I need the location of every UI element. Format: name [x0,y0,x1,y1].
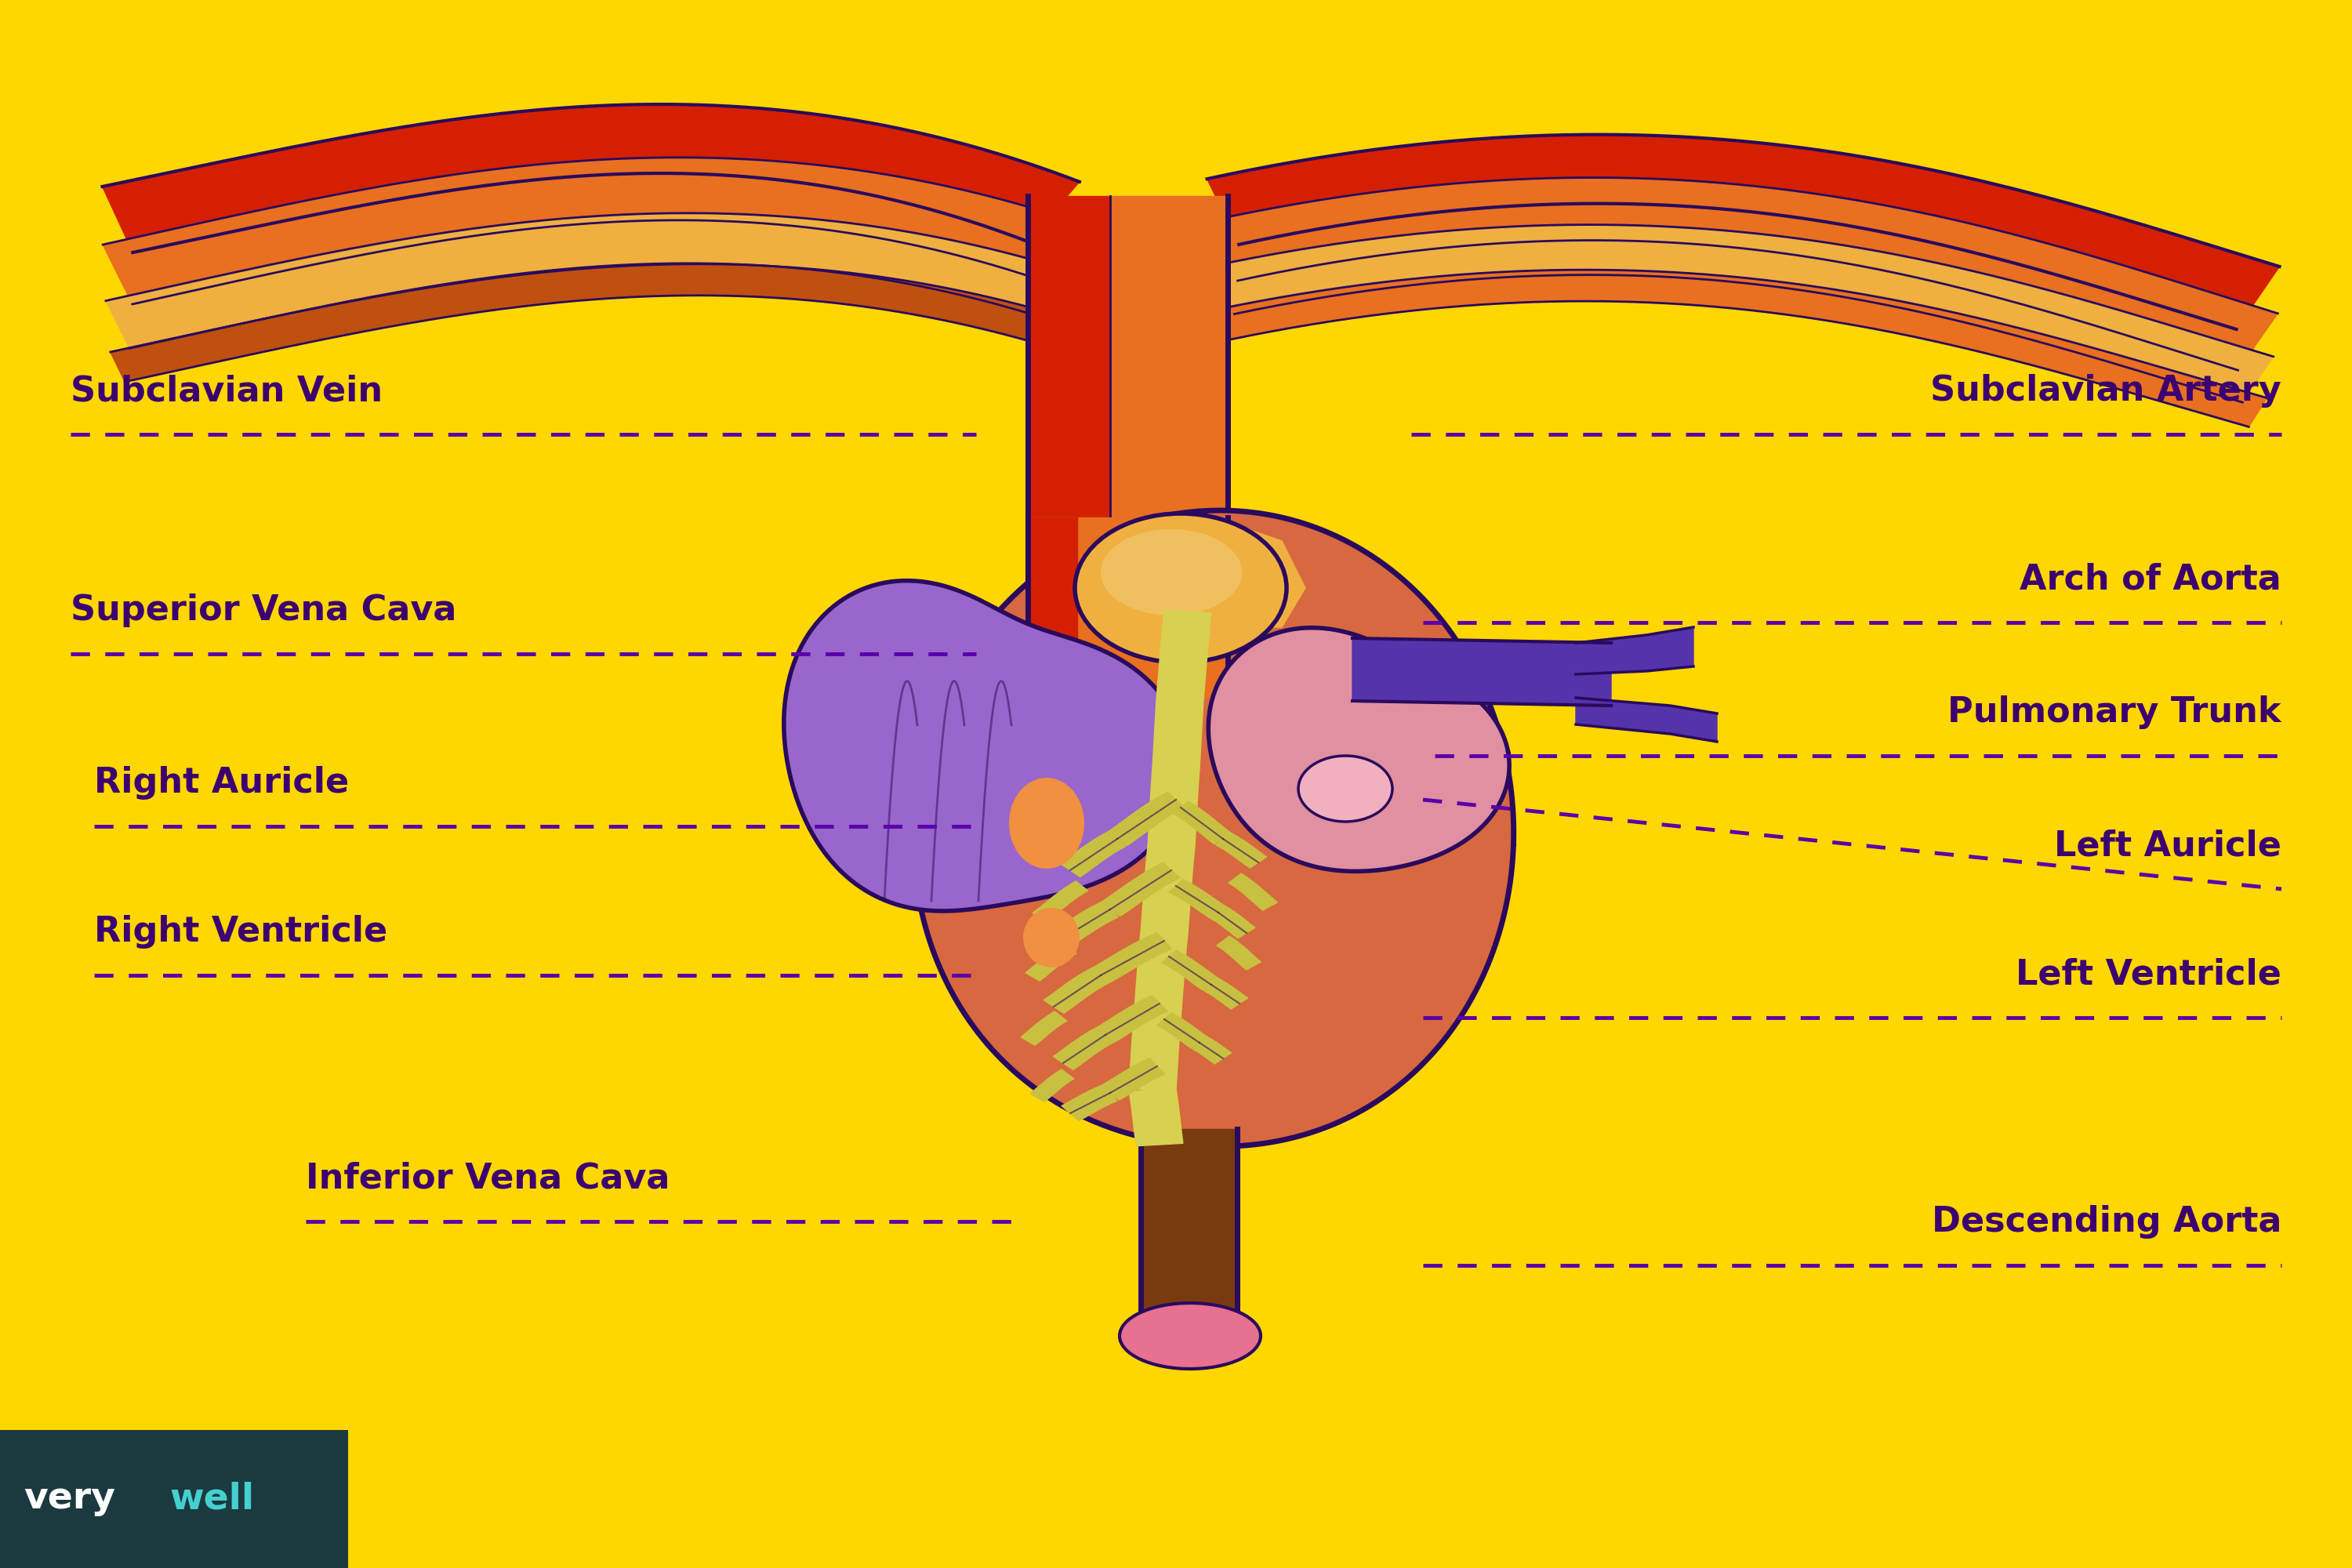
Polygon shape [1216,936,1261,971]
Ellipse shape [1101,530,1242,615]
Ellipse shape [1009,778,1084,869]
Text: Inferior Vena Cava: Inferior Vena Cava [306,1160,670,1195]
Polygon shape [783,580,1185,911]
Polygon shape [1101,862,1181,916]
Polygon shape [1157,1013,1209,1049]
Polygon shape [1129,1018,1181,1090]
Polygon shape [1174,801,1232,844]
Text: Subclavian Artery: Subclavian Artery [1931,373,2281,408]
Polygon shape [1228,873,1277,911]
Polygon shape [1216,270,2267,426]
Text: Right Ventricle: Right Ventricle [94,916,388,949]
Ellipse shape [1075,514,1287,662]
Polygon shape [1028,196,1110,698]
Polygon shape [1070,521,1305,627]
Polygon shape [1209,177,2277,370]
Text: Superior Vena Cava: Superior Vena Cava [71,593,456,627]
Text: Left Auricle: Left Auricle [2053,828,2281,862]
Ellipse shape [1023,908,1080,967]
Polygon shape [1207,135,2279,329]
Polygon shape [1211,224,2274,403]
Polygon shape [1192,1036,1232,1065]
Polygon shape [1152,688,1204,768]
Polygon shape [1054,1027,1115,1069]
Polygon shape [1576,698,1717,742]
Polygon shape [1576,627,1693,674]
Polygon shape [103,105,1080,252]
Polygon shape [1030,1069,1075,1102]
Polygon shape [1021,1011,1068,1046]
Polygon shape [1101,1058,1164,1101]
Polygon shape [106,213,1075,348]
Text: Left Ventricle: Left Ventricle [2016,956,2281,991]
Polygon shape [1049,902,1117,947]
Polygon shape [1169,880,1225,919]
Text: Descending Aorta: Descending Aorta [1931,1204,2281,1239]
Polygon shape [1061,1085,1117,1121]
Polygon shape [1110,204,1223,698]
Polygon shape [1134,931,1188,1021]
Polygon shape [1209,627,1510,872]
Polygon shape [1129,1088,1183,1146]
Text: Right Auricle: Right Auricle [94,765,348,800]
Text: Pulmonary Trunk: Pulmonary Trunk [1947,696,2281,729]
Text: very: very [24,1482,115,1516]
Polygon shape [1091,933,1171,983]
Polygon shape [1352,638,1611,706]
Text: Subclavian Vein: Subclavian Vein [71,373,383,408]
Text: well: well [169,1482,254,1516]
Polygon shape [1096,996,1167,1043]
Polygon shape [1216,833,1268,869]
Polygon shape [1157,610,1211,691]
Polygon shape [1108,792,1185,845]
Ellipse shape [1298,756,1392,822]
Polygon shape [1028,204,1110,698]
Ellipse shape [1120,1303,1261,1369]
Polygon shape [1033,881,1089,922]
Polygon shape [1025,944,1077,982]
Polygon shape [111,263,1068,383]
Polygon shape [1044,967,1110,1013]
Polygon shape [103,157,1080,304]
Polygon shape [913,511,1515,1146]
Polygon shape [1204,978,1249,1010]
Polygon shape [1162,950,1221,991]
Polygon shape [1211,906,1256,938]
Polygon shape [1028,517,1228,698]
FancyBboxPatch shape [0,1430,348,1568]
Polygon shape [1148,767,1200,847]
Polygon shape [1028,517,1077,698]
Polygon shape [1110,196,1228,698]
Polygon shape [1141,845,1195,935]
Text: Arch of Aorta: Arch of Aorta [2020,563,2281,596]
Polygon shape [1061,831,1127,877]
Polygon shape [1141,1129,1237,1348]
